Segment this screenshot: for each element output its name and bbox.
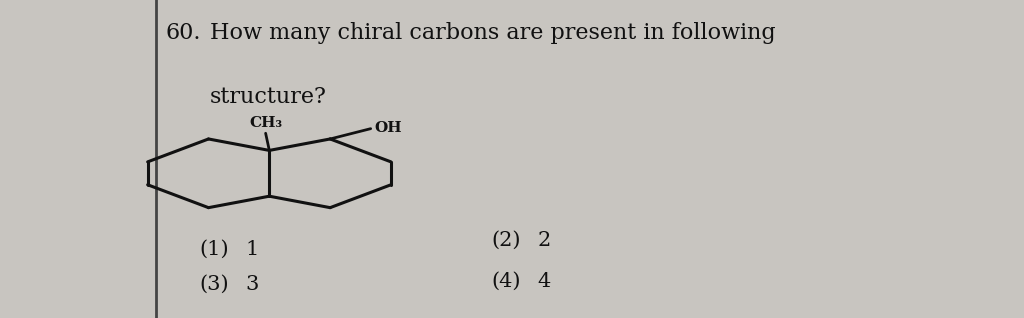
Text: OH: OH (375, 121, 402, 135)
Text: (2): (2) (492, 231, 521, 250)
Text: 1: 1 (246, 240, 259, 259)
Text: 60.: 60. (166, 22, 202, 44)
Text: 3: 3 (246, 275, 259, 294)
Text: 4: 4 (538, 272, 551, 291)
Text: CH₃: CH₃ (249, 116, 283, 130)
Text: (1): (1) (200, 240, 229, 259)
Text: How many chiral carbons are present in following: How many chiral carbons are present in f… (210, 22, 775, 44)
Text: structure?: structure? (210, 86, 327, 108)
Text: (3): (3) (200, 275, 229, 294)
Text: 2: 2 (538, 231, 551, 250)
Text: (4): (4) (492, 272, 521, 291)
